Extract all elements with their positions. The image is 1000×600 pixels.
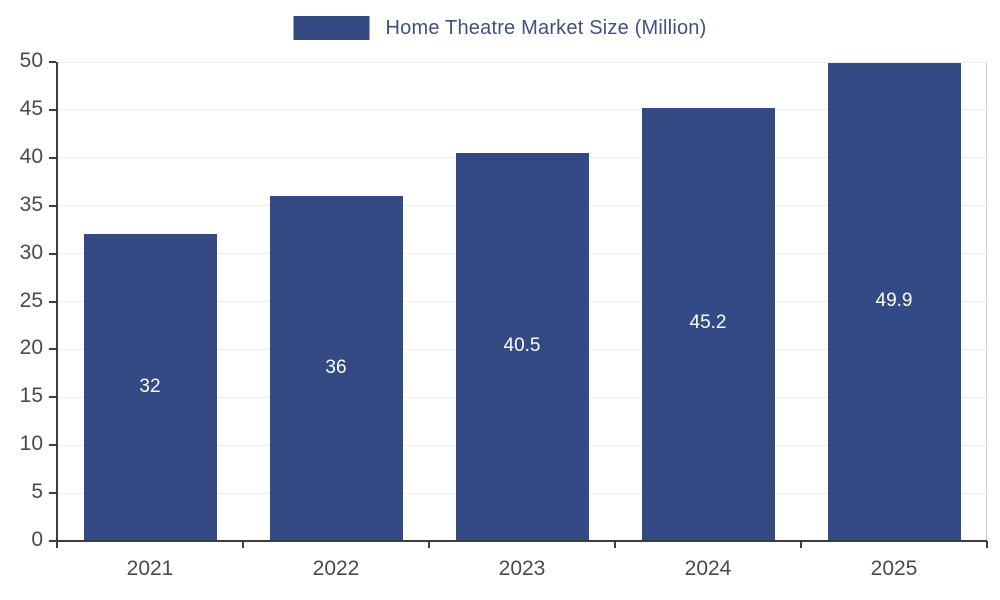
x-axis-tick bbox=[986, 541, 988, 548]
y-tick-label: 25 bbox=[19, 288, 43, 312]
x-axis-line bbox=[56, 540, 987, 542]
bar-value-label: 36 bbox=[325, 356, 347, 378]
x-tick-label: 2023 bbox=[498, 557, 546, 580]
bar-value-label: 49.9 bbox=[875, 289, 913, 311]
y-axis-tick bbox=[49, 540, 56, 542]
legend-swatch bbox=[293, 16, 370, 40]
gridline bbox=[57, 61, 987, 63]
y-axis-tick bbox=[49, 204, 56, 207]
y-axis-line bbox=[56, 62, 58, 541]
y-tick-label: 10 bbox=[19, 432, 43, 456]
x-axis-tick bbox=[614, 541, 616, 548]
x-tick-label: 2022 bbox=[312, 557, 360, 580]
y-tick-label: 50 bbox=[19, 49, 43, 72]
y-tick-label: 20 bbox=[19, 336, 43, 360]
y-axis-tick bbox=[49, 348, 56, 351]
x-tick-label: 2024 bbox=[684, 557, 732, 580]
y-axis-tick bbox=[49, 252, 56, 255]
x-tick-label: 2025 bbox=[870, 557, 918, 580]
y-axis-tick bbox=[49, 61, 56, 63]
y-tick-label: 30 bbox=[19, 240, 43, 264]
chart-title: Home Theatre Market Size (Million) bbox=[385, 16, 707, 39]
y-axis-tick bbox=[49, 108, 56, 111]
bar[interactable] bbox=[83, 234, 217, 541]
y-tick-label: 45 bbox=[19, 96, 43, 120]
y-axis-tick bbox=[49, 396, 56, 399]
y-axis-tick bbox=[49, 492, 56, 495]
y-axis-tick bbox=[49, 156, 56, 159]
bar[interactable] bbox=[827, 62, 961, 541]
bar[interactable] bbox=[641, 107, 775, 541]
y-tick-label: 15 bbox=[19, 384, 43, 408]
x-axis-tick bbox=[56, 541, 58, 548]
bar[interactable] bbox=[455, 153, 589, 541]
y-axis-tick bbox=[49, 300, 56, 303]
bar[interactable] bbox=[269, 196, 403, 541]
y-tick-label: 5 bbox=[31, 480, 43, 504]
bar-value-label: 45.2 bbox=[689, 312, 727, 334]
legend-item[interactable]: Home Theatre Market Size (Million) bbox=[293, 16, 707, 40]
x-axis-tick bbox=[428, 541, 430, 548]
x-tick-label: 2021 bbox=[126, 557, 174, 580]
x-axis-tick bbox=[800, 541, 802, 548]
y-tick-label: 35 bbox=[19, 192, 43, 216]
bar-value-label: 40.5 bbox=[503, 335, 541, 356]
x-axis-tick bbox=[242, 541, 244, 548]
y-tick-label: 40 bbox=[19, 144, 43, 168]
bar-value-label: 32 bbox=[139, 375, 161, 397]
y-axis-tick bbox=[49, 444, 56, 447]
y-tick-label: 0 bbox=[31, 528, 43, 551]
gridline bbox=[57, 109, 987, 111]
